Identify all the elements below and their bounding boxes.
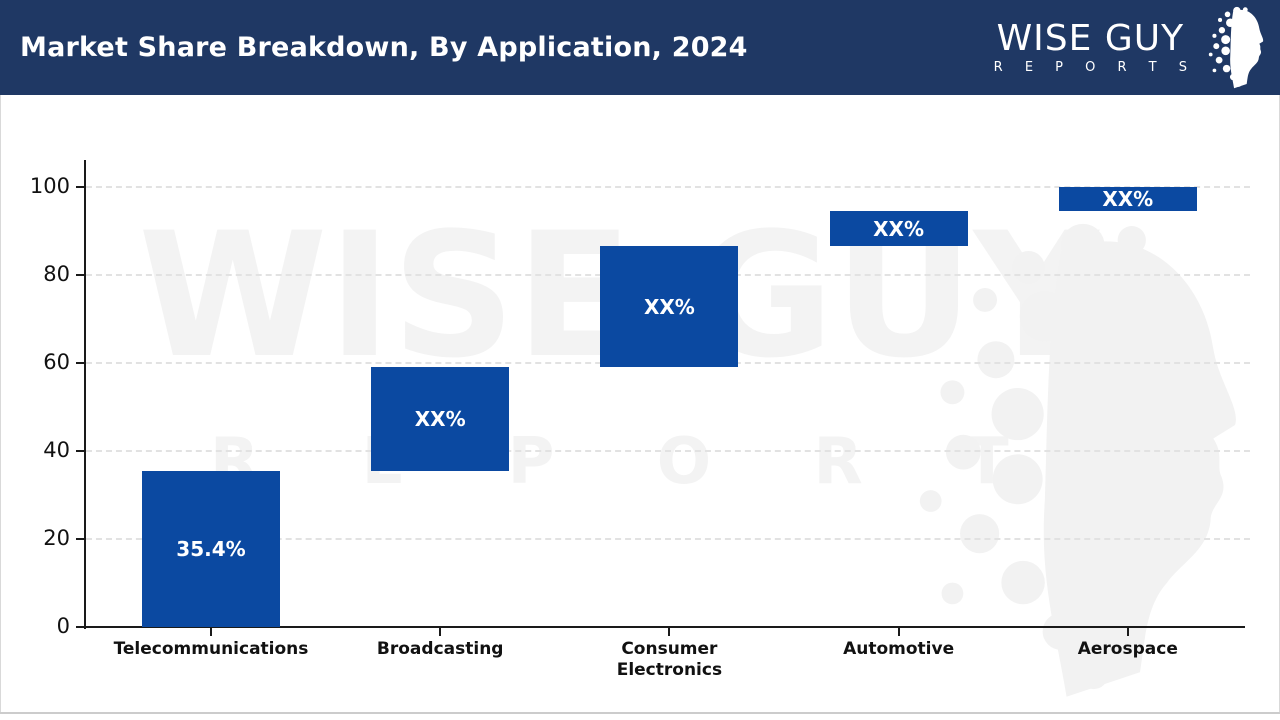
chart-area: WISE GUY R E P O R T S 0 20 40 60 80 100 35.4%… [0,95,1280,714]
brand-logo: WISE GUY R E P O R T S [985,5,1280,91]
y-tick-label-0: 0 [56,614,70,638]
y-tick-40 [76,450,84,452]
y-tick-label-100: 100 [29,174,70,198]
bar-telecommunications: 35.4% [142,471,280,627]
y-tick-label-40: 40 [43,438,70,462]
bar-value-label: XX% [414,407,466,432]
x-tick-3 [897,628,900,636]
x-axis-label-0: Telecommunications [113,639,309,659]
bar-value-label: XX% [643,294,695,319]
bar-consumer-electronics: XX% [600,246,739,367]
x-tick-2 [668,628,671,636]
header: Market Share Breakdown, By Application, … [0,0,1280,95]
gridline-100 [86,186,1250,188]
y-tick-label-60: 60 [43,350,70,374]
x-axis-label-1: Broadcasting [376,639,504,659]
gridline-20 [86,538,1250,540]
bar-automotive: XX% [829,211,968,247]
y-tick-100 [76,186,84,188]
brand-name: WISE GUY [996,17,1185,59]
brand-logo-text: WISE GUY R E P O R T S [985,17,1196,75]
bar-value-label: XX% [1102,187,1154,212]
face-profile-logo-icon [1208,6,1264,88]
page-border-bottom [0,712,1280,714]
bar-value-label: 35.4% [176,537,246,562]
bar-value-label: XX% [873,216,925,241]
bar-broadcasting: XX% [371,366,510,472]
x-axis-line [84,626,1245,628]
x-tick-1 [439,628,442,636]
y-axis-line [84,160,86,629]
y-tick-60 [76,362,84,364]
x-axis-label-3: Automotive [843,639,955,659]
x-tick-4 [1126,628,1129,636]
y-tick-80 [76,274,84,276]
y-tick-label-20: 20 [43,526,70,550]
brand-subtitle: R E P O R T S [993,59,1196,75]
gridline-40 [86,450,1250,452]
y-tick-label-80: 80 [43,262,70,286]
page-border-left [0,95,1,714]
x-axis-label-2: Consumer Electronics [616,639,723,681]
y-tick-20 [76,538,84,540]
x-tick-0 [210,628,212,636]
y-tick-0 [76,626,84,628]
bar-aerospace: XX% [1058,187,1197,212]
x-axis-label-4: Aerospace [1077,639,1178,659]
watermark-face-icon [919,223,1236,697]
page-title: Market Share Breakdown, By Application, … [20,32,748,63]
